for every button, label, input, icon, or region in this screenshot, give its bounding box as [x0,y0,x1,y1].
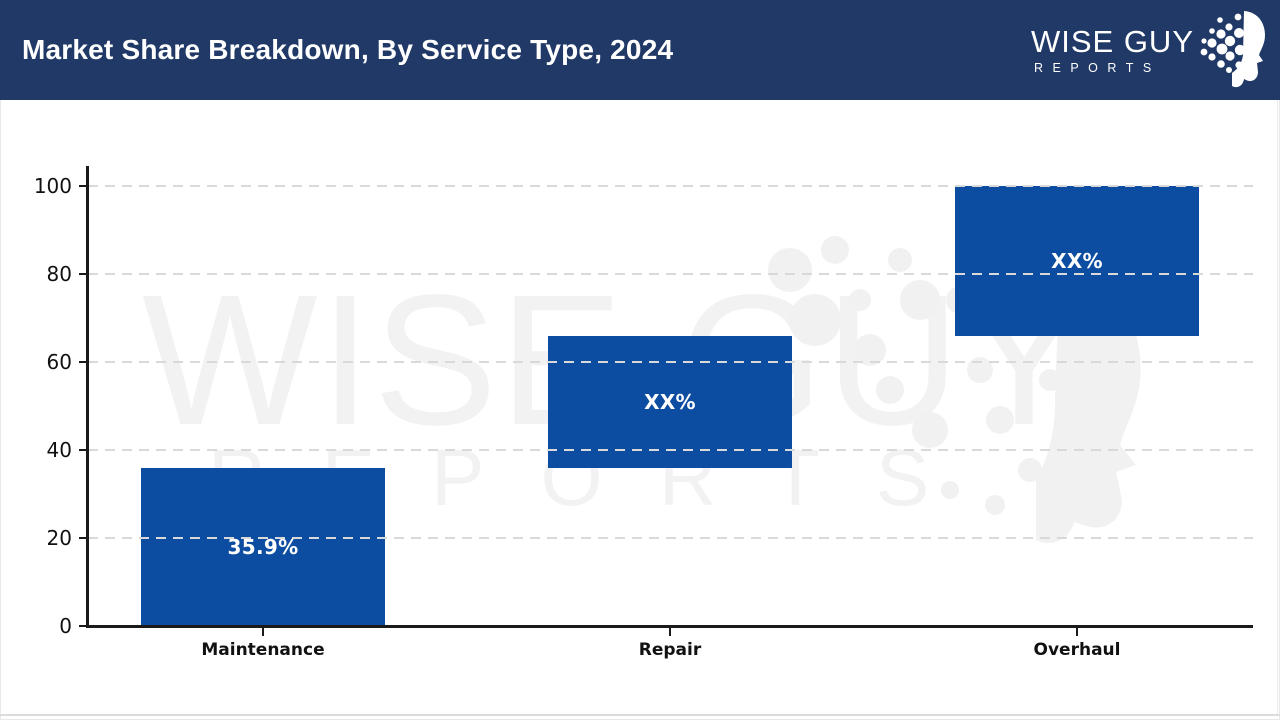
logo-subtitle: REPORTS [1033,60,1161,75]
watermark-head-graphic [768,236,1141,544]
y-axis-tick [79,361,87,363]
bar-maintenance: 35.9% [141,468,385,626]
logo-wordmark: WISE GUY [1030,23,1194,59]
y-axis-tick [79,449,87,451]
right-edge-divider [1277,100,1278,714]
logo-text: WISE GUY REPORTS [1031,26,1194,75]
y-tick-label: 60 [46,350,72,374]
bar-value-label: 35.9% [227,535,299,559]
header-bar: Market Share Breakdown, By Service Type,… [0,0,1280,100]
y-axis-tick [79,185,87,187]
x-category-label: Overhaul [1033,640,1121,660]
x-category-label: Maintenance [201,640,325,660]
bar-value-label: XX% [1051,249,1103,274]
bar-value-label: XX% [644,390,696,415]
page-title: Market Share Breakdown, By Service Type,… [22,34,674,65]
y-axis-tick [79,625,87,627]
x-axis-tick [1076,628,1078,636]
gridline [88,273,1253,275]
bottom-divider [0,714,1280,716]
x-category-label: Repair [638,640,702,660]
gridline [88,361,1253,363]
chart-area: 0 20 40 60 80 100 35.9% Maintenance XX% Repair XX%… [0,100,1280,720]
y-tick-label: 80 [46,262,72,286]
x-axis-tick [669,628,671,636]
x-axis-line [86,625,1253,628]
x-axis-tick [262,628,264,636]
bar-overhaul: XX% [955,186,1199,337]
y-tick-label: 0 [59,614,72,638]
y-tick-label: 40 [46,438,72,462]
gridline [88,449,1253,451]
y-axis-line [86,166,89,628]
bar-repair: XX% [548,336,792,469]
y-tick-label: 20 [46,526,72,550]
dotted-head-profile-icon [1200,11,1265,88]
y-axis-tick [79,273,87,275]
y-axis-tick [79,537,87,539]
gridline [88,537,1253,539]
wiseguy-logo: WISE GUY REPORTS [1031,7,1280,93]
gridline [88,185,1253,187]
y-tick-label: 100 [33,174,72,198]
